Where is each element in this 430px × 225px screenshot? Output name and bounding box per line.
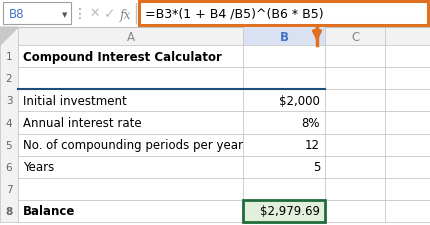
Bar — [243, 200, 325, 222]
Text: Years: Years — [23, 160, 54, 173]
Text: $2,979.69: $2,979.69 — [260, 205, 320, 218]
Text: ▼: ▼ — [62, 12, 68, 18]
Text: Balance: Balance — [23, 205, 75, 218]
Text: No. of compounding periods per year: No. of compounding periods per year — [23, 139, 243, 151]
Text: A: A — [126, 31, 135, 43]
Bar — [0, 0, 430, 28]
Text: ✓: ✓ — [104, 7, 116, 21]
Bar — [0, 134, 430, 156]
Text: 4: 4 — [6, 118, 12, 128]
Bar — [0, 178, 430, 200]
Text: B8: B8 — [9, 7, 25, 20]
Text: 7: 7 — [6, 184, 12, 194]
Bar — [0, 68, 430, 90]
Bar — [3, 3, 71, 25]
Text: 3: 3 — [6, 96, 12, 106]
Bar — [243, 28, 325, 46]
Bar — [0, 112, 18, 134]
Bar — [0, 90, 18, 112]
Text: Annual interest rate: Annual interest rate — [23, 117, 141, 129]
Bar — [0, 156, 18, 178]
Text: C: C — [351, 31, 359, 43]
Text: 5: 5 — [313, 160, 320, 173]
Text: ✕: ✕ — [90, 7, 100, 20]
Bar — [0, 156, 430, 178]
Bar — [0, 46, 430, 68]
Text: B: B — [280, 31, 289, 43]
Text: 8%: 8% — [301, 117, 320, 129]
Polygon shape — [0, 28, 18, 46]
Bar — [0, 112, 430, 134]
Bar — [0, 28, 430, 46]
Text: 2: 2 — [6, 74, 12, 84]
Text: 5: 5 — [6, 140, 12, 150]
Text: Initial investment: Initial investment — [23, 94, 127, 108]
Text: $2,000: $2,000 — [279, 94, 320, 108]
Bar — [0, 178, 18, 200]
Text: ⋮: ⋮ — [73, 7, 87, 21]
Bar — [0, 90, 430, 112]
Text: 6: 6 — [6, 162, 12, 172]
Text: Compound Interest Calculator: Compound Interest Calculator — [23, 51, 222, 63]
Text: fx: fx — [120, 9, 132, 21]
Bar — [139, 2, 428, 26]
Text: 8: 8 — [5, 206, 12, 216]
Bar — [0, 200, 430, 222]
Text: 12: 12 — [305, 139, 320, 151]
Bar — [0, 134, 18, 156]
Bar — [243, 200, 325, 222]
Text: 1: 1 — [6, 52, 12, 62]
Bar — [0, 200, 18, 222]
Bar — [0, 68, 18, 90]
Text: =B3*(1 + B4 /B5)^(B6 * B5): =B3*(1 + B4 /B5)^(B6 * B5) — [145, 7, 324, 20]
Bar — [0, 46, 18, 68]
